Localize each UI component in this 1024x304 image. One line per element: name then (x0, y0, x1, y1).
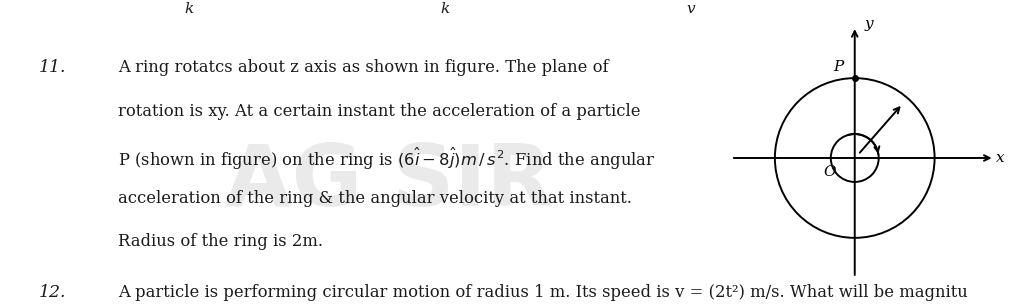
Text: Radius of the ring is 2m.: Radius of the ring is 2m. (118, 233, 323, 250)
Text: acceleration of the ring & the angular velocity at that instant.: acceleration of the ring & the angular v… (118, 190, 632, 207)
Text: A particle is performing circular motion of radius 1 m. Its speed is v = (2t²) m: A particle is performing circular motion… (118, 284, 968, 301)
Text: O: O (823, 165, 836, 179)
Text: A ring rotatcs about z axis as shown in figure. The plane of: A ring rotatcs about z axis as shown in … (118, 59, 608, 76)
Text: AG SIR: AG SIR (225, 141, 553, 224)
Text: x: x (995, 151, 1005, 165)
Text: y: y (864, 17, 872, 31)
Text: P: P (834, 60, 844, 74)
Text: P (shown in figure) on the ring is $(6\hat{i}-8\hat{j})m\,/\,s^{2}$. Find the an: P (shown in figure) on the ring is $(6\h… (118, 146, 655, 172)
Text: k: k (184, 2, 195, 16)
Text: 11.: 11. (39, 59, 67, 76)
Text: rotation is xy. At a certain instant the acceleration of a particle: rotation is xy. At a certain instant the… (118, 103, 640, 120)
Text: k: k (440, 2, 451, 16)
Text: v: v (687, 2, 695, 16)
Text: 12.: 12. (39, 284, 67, 301)
